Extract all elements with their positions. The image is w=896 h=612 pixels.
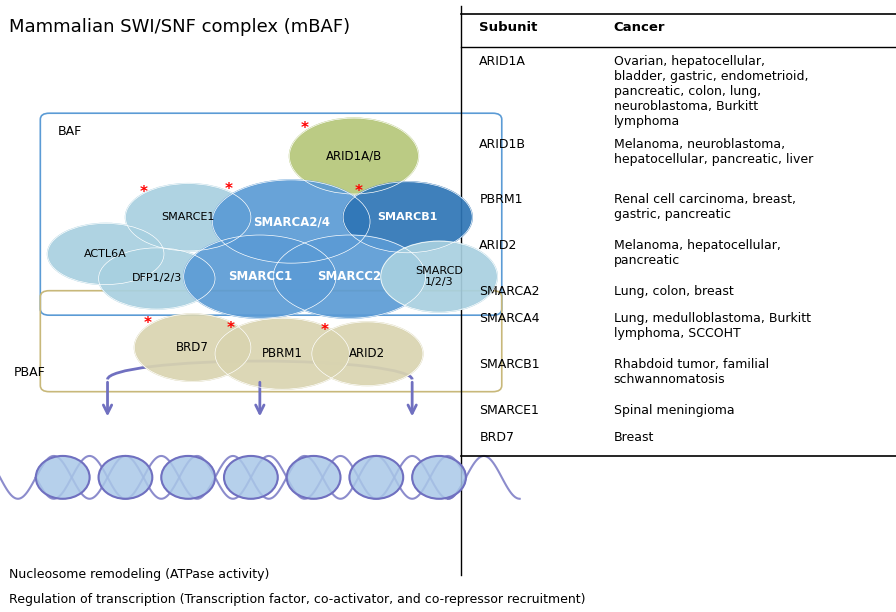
Text: Ovarian, hepatocellular,
bladder, gastric, endometrioid,
pancreatic, colon, lung: Ovarian, hepatocellular, bladder, gastri… [614,55,808,128]
Text: *: * [301,121,308,136]
Ellipse shape [312,322,423,386]
Text: PBRM1: PBRM1 [262,347,303,360]
Text: ARID1B: ARID1B [479,138,526,151]
Ellipse shape [289,118,418,194]
Text: SMARCD
1/2/3: SMARCD 1/2/3 [415,266,463,288]
Ellipse shape [125,184,251,251]
Ellipse shape [36,456,90,499]
Text: *: * [144,316,151,330]
Text: SMARCB1: SMARCB1 [479,358,540,371]
Text: SMARCA4: SMARCA4 [479,312,540,325]
Text: BAF: BAF [58,125,82,138]
Text: SMARCA2: SMARCA2 [479,285,540,297]
Text: *: * [227,321,234,335]
Text: BRD7: BRD7 [177,341,209,354]
Text: Cancer: Cancer [614,21,665,34]
Ellipse shape [212,180,370,263]
Ellipse shape [134,314,251,381]
Ellipse shape [224,456,278,499]
Ellipse shape [343,182,472,253]
Text: Nucleosome remodeling (ATPase activity): Nucleosome remodeling (ATPase activity) [9,569,270,581]
Ellipse shape [381,241,497,312]
Text: ARID2: ARID2 [479,239,518,252]
Text: DFP1/2/3: DFP1/2/3 [132,274,182,283]
Text: Spinal meningioma: Spinal meningioma [614,404,735,417]
Ellipse shape [349,456,403,499]
Text: Regulation of transcription (Transcription factor, co-activator, and co-represso: Regulation of transcription (Transcripti… [9,593,585,606]
Text: SMARCC1: SMARCC1 [228,270,292,283]
Ellipse shape [412,456,466,499]
Text: Melanoma, hepatocellular,
pancreatic: Melanoma, hepatocellular, pancreatic [614,239,780,267]
Ellipse shape [161,456,215,499]
Ellipse shape [47,223,164,285]
Text: Breast: Breast [614,431,654,444]
Text: *: * [225,182,232,197]
Text: *: * [140,185,147,200]
Text: SMARCC2: SMARCC2 [317,270,382,283]
Text: Mammalian SWI/SNF complex (mBAF): Mammalian SWI/SNF complex (mBAF) [9,18,350,36]
Text: ARID1A: ARID1A [479,55,526,68]
Text: Melanoma, neuroblastoma,
hepatocellular, pancreatic, liver: Melanoma, neuroblastoma, hepatocellular,… [614,138,813,166]
Text: Renal cell carcinoma, breast,
gastric, pancreatic: Renal cell carcinoma, breast, gastric, p… [614,193,796,221]
Text: SMARCA2/4: SMARCA2/4 [253,215,330,228]
Ellipse shape [287,456,340,499]
Text: ACTL6A: ACTL6A [84,249,127,259]
Text: Lung, colon, breast: Lung, colon, breast [614,285,734,297]
Text: SMARCE1: SMARCE1 [161,212,215,222]
Text: *: * [321,323,328,338]
Text: SMARCB1: SMARCB1 [377,212,438,222]
Ellipse shape [273,235,426,318]
Text: Lung, medulloblastoma, Burkitt
lymphoma, SCCOHT: Lung, medulloblastoma, Burkitt lymphoma,… [614,312,811,340]
Text: PBAF: PBAF [13,367,45,379]
Ellipse shape [215,318,349,389]
Text: ARID2: ARID2 [349,347,385,360]
Text: Subunit: Subunit [479,21,538,34]
Ellipse shape [184,235,336,318]
Ellipse shape [99,456,152,499]
Ellipse shape [99,248,215,309]
Text: ARID1A/B: ARID1A/B [326,149,382,163]
Text: *: * [355,184,362,199]
Text: BRD7: BRD7 [479,431,514,444]
Text: SMARCE1: SMARCE1 [479,404,539,417]
Text: Rhabdoid tumor, familial
schwannomatosis: Rhabdoid tumor, familial schwannomatosis [614,358,769,386]
Text: PBRM1: PBRM1 [479,193,523,206]
